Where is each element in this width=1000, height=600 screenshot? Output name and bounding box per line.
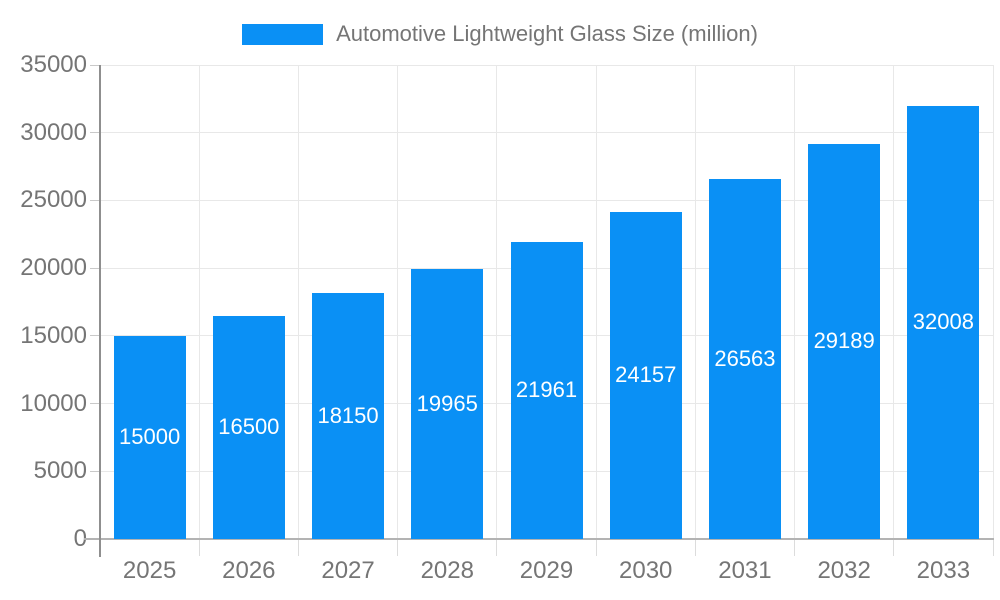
x-axis-label: 2030: [619, 557, 673, 584]
y-axis-line: [99, 65, 101, 557]
bar-2027[interactable]: [312, 293, 385, 539]
y-axis-label: 35000: [20, 51, 87, 78]
y-axis-tick: [90, 470, 100, 472]
y-axis-tick: [90, 199, 100, 201]
x-axis-tick: [992, 540, 994, 556]
bar-2025[interactable]: [113, 335, 186, 539]
y-axis-label: 10000: [20, 389, 87, 417]
x-axis-tick: [794, 540, 796, 556]
gridline-y: [100, 199, 993, 201]
gridline-x: [992, 65, 994, 539]
x-axis-label: 2032: [817, 557, 871, 584]
x-axis-line: [84, 538, 994, 540]
x-axis-label: 2028: [420, 557, 474, 584]
gridline-x: [694, 65, 696, 539]
gridline-x: [496, 65, 498, 539]
gridline-x: [297, 65, 299, 539]
x-axis-label: 2027: [321, 557, 375, 584]
bar-value-label: 21961: [515, 377, 578, 403]
bar-2028[interactable]: [411, 268, 484, 539]
x-axis-tick: [397, 540, 399, 556]
bar-2033[interactable]: [907, 105, 980, 539]
plot-area: 0 5000 10000 15000 20000 25000 30000 35000 15000…: [20, 53, 994, 583]
x-axis-label: 2033: [916, 557, 971, 584]
bar-value-label: 15000: [119, 424, 181, 450]
gridline-x: [893, 65, 895, 539]
y-axis-label: 30000: [20, 118, 87, 146]
y-axis-label: 0: [73, 525, 87, 552]
bar-value-label: 16500: [218, 414, 280, 440]
y-axis-tick: [90, 403, 100, 405]
y-axis-tick: [90, 267, 100, 269]
gridline-x: [397, 65, 399, 539]
x-axis-tick: [496, 540, 498, 556]
x-axis-label: 2031: [718, 557, 772, 584]
bar-value-label: 29189: [813, 328, 875, 354]
x-axis-label: 2026: [222, 557, 276, 584]
y-axis-label: 5000: [33, 457, 87, 485]
y-axis-label: 15000: [20, 321, 87, 349]
gridline-x: [595, 65, 597, 539]
y-axis-tick: [90, 335, 100, 337]
x-axis-label: 2025: [122, 557, 177, 584]
bar-value-label: 26563: [714, 346, 776, 372]
legend[interactable]: Automotive Lightweight Glass Size (milli…: [0, 21, 1000, 47]
legend-swatch-icon: [242, 23, 324, 45]
bar-value-label: 24157: [615, 362, 677, 388]
bar-value-label: 32008: [912, 309, 974, 335]
x-axis-tick: [198, 540, 200, 556]
y-axis-label: 20000: [20, 254, 87, 282]
gridline-x: [794, 65, 796, 539]
legend-label: Automotive Lightweight Glass Size (milli…: [336, 21, 758, 46]
gridline-x: [198, 65, 200, 539]
bar-2031[interactable]: [708, 179, 781, 539]
y-axis-tick: [90, 132, 100, 134]
bar-value-label: 19965: [416, 390, 478, 416]
x-axis-tick: [297, 540, 299, 556]
bar-value-label: 18150: [317, 403, 379, 429]
bar-2029[interactable]: [510, 241, 583, 539]
x-axis-tick: [694, 540, 696, 556]
gridline-y: [100, 132, 993, 134]
y-axis-tick: [90, 64, 100, 66]
bar-2026[interactable]: [212, 315, 285, 539]
y-axis-label: 25000: [20, 186, 87, 214]
bar-2030[interactable]: [609, 211, 682, 539]
x-axis-label: 2029: [519, 557, 574, 584]
gridline-y: [100, 64, 993, 66]
bar-2032[interactable]: [808, 143, 881, 539]
x-axis-tick: [893, 540, 895, 556]
x-axis-tick: [595, 540, 597, 556]
